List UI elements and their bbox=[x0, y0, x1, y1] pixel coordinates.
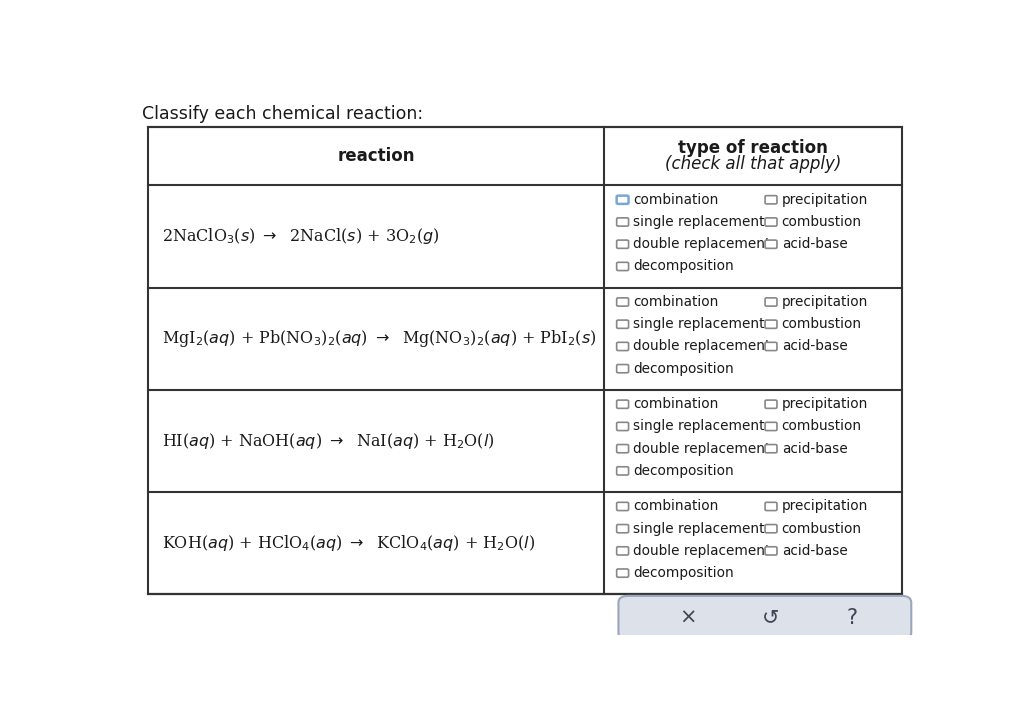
Text: decomposition: decomposition bbox=[633, 464, 734, 478]
Text: type of reaction: type of reaction bbox=[678, 139, 827, 157]
Text: acid-base: acid-base bbox=[781, 544, 848, 558]
Text: combination: combination bbox=[633, 193, 719, 207]
FancyBboxPatch shape bbox=[765, 422, 777, 431]
Text: MgI$_2$($aq$) + Pb(NO$_3$)$_2$($aq$) $\rightarrow$  Mg(NO$_3$)$_2$($aq$) + PbI$_: MgI$_2$($aq$) + Pb(NO$_3$)$_2$($aq$) $\r… bbox=[162, 328, 597, 349]
Text: decomposition: decomposition bbox=[633, 259, 734, 273]
FancyBboxPatch shape bbox=[616, 445, 629, 453]
FancyBboxPatch shape bbox=[616, 525, 629, 533]
Text: double replacement: double replacement bbox=[633, 544, 771, 558]
Text: double replacement: double replacement bbox=[633, 339, 771, 353]
FancyBboxPatch shape bbox=[765, 525, 777, 533]
FancyBboxPatch shape bbox=[765, 320, 777, 328]
Text: combustion: combustion bbox=[781, 522, 862, 536]
Text: acid-base: acid-base bbox=[781, 237, 848, 251]
Text: ×: × bbox=[680, 608, 697, 628]
FancyBboxPatch shape bbox=[765, 503, 777, 511]
FancyBboxPatch shape bbox=[147, 127, 902, 594]
Text: (check all that apply): (check all that apply) bbox=[665, 156, 841, 174]
Text: precipitation: precipitation bbox=[781, 397, 868, 411]
FancyBboxPatch shape bbox=[765, 547, 777, 555]
FancyBboxPatch shape bbox=[616, 365, 629, 373]
Text: acid-base: acid-base bbox=[781, 442, 848, 456]
FancyBboxPatch shape bbox=[616, 262, 629, 271]
FancyBboxPatch shape bbox=[616, 218, 629, 226]
Text: combination: combination bbox=[633, 397, 719, 411]
Text: single replacement: single replacement bbox=[633, 215, 765, 229]
FancyBboxPatch shape bbox=[765, 196, 777, 204]
FancyBboxPatch shape bbox=[765, 240, 777, 248]
Text: acid-base: acid-base bbox=[781, 339, 848, 353]
FancyBboxPatch shape bbox=[616, 400, 629, 408]
Text: double replacement: double replacement bbox=[633, 442, 771, 456]
Text: single replacement: single replacement bbox=[633, 317, 765, 331]
FancyBboxPatch shape bbox=[765, 342, 777, 351]
Text: ↺: ↺ bbox=[762, 608, 779, 628]
FancyBboxPatch shape bbox=[765, 445, 777, 453]
FancyBboxPatch shape bbox=[616, 298, 629, 306]
Text: HI($aq$) + NaOH($aq$) $\rightarrow$  NaI($aq$) + H$_2$O($l$): HI($aq$) + NaOH($aq$) $\rightarrow$ NaI(… bbox=[162, 431, 495, 451]
Text: combination: combination bbox=[633, 295, 719, 309]
FancyBboxPatch shape bbox=[618, 596, 911, 639]
Text: KOH($aq$) + HClO$_4$($aq$) $\rightarrow$  KClO$_4$($aq$) + H$_2$O($l$): KOH($aq$) + HClO$_4$($aq$) $\rightarrow$… bbox=[162, 533, 536, 553]
FancyBboxPatch shape bbox=[616, 342, 629, 351]
FancyBboxPatch shape bbox=[616, 467, 629, 475]
FancyBboxPatch shape bbox=[616, 320, 629, 328]
Text: decomposition: decomposition bbox=[633, 362, 734, 376]
Text: combination: combination bbox=[633, 500, 719, 513]
FancyBboxPatch shape bbox=[616, 503, 629, 511]
FancyBboxPatch shape bbox=[765, 218, 777, 226]
Text: single replacement: single replacement bbox=[633, 419, 765, 433]
Text: Classify each chemical reaction:: Classify each chemical reaction: bbox=[142, 105, 423, 123]
Text: precipitation: precipitation bbox=[781, 193, 868, 207]
FancyBboxPatch shape bbox=[616, 569, 629, 577]
Text: double replacement: double replacement bbox=[633, 237, 771, 251]
FancyBboxPatch shape bbox=[765, 298, 777, 306]
Text: ?: ? bbox=[847, 608, 858, 628]
Text: combustion: combustion bbox=[781, 215, 862, 229]
FancyBboxPatch shape bbox=[765, 400, 777, 408]
FancyBboxPatch shape bbox=[616, 547, 629, 555]
Text: single replacement: single replacement bbox=[633, 522, 765, 536]
Text: combustion: combustion bbox=[781, 419, 862, 433]
Text: precipitation: precipitation bbox=[781, 295, 868, 309]
FancyBboxPatch shape bbox=[616, 196, 629, 204]
FancyBboxPatch shape bbox=[616, 422, 629, 431]
Text: reaction: reaction bbox=[337, 147, 415, 165]
Text: 2NaClO$_3$($s$) $\rightarrow$  2NaCl($s$) + 3O$_2$($g$): 2NaClO$_3$($s$) $\rightarrow$ 2NaCl($s$)… bbox=[162, 226, 439, 246]
Text: combustion: combustion bbox=[781, 317, 862, 331]
FancyBboxPatch shape bbox=[616, 240, 629, 248]
Text: precipitation: precipitation bbox=[781, 500, 868, 513]
Text: decomposition: decomposition bbox=[633, 566, 734, 580]
